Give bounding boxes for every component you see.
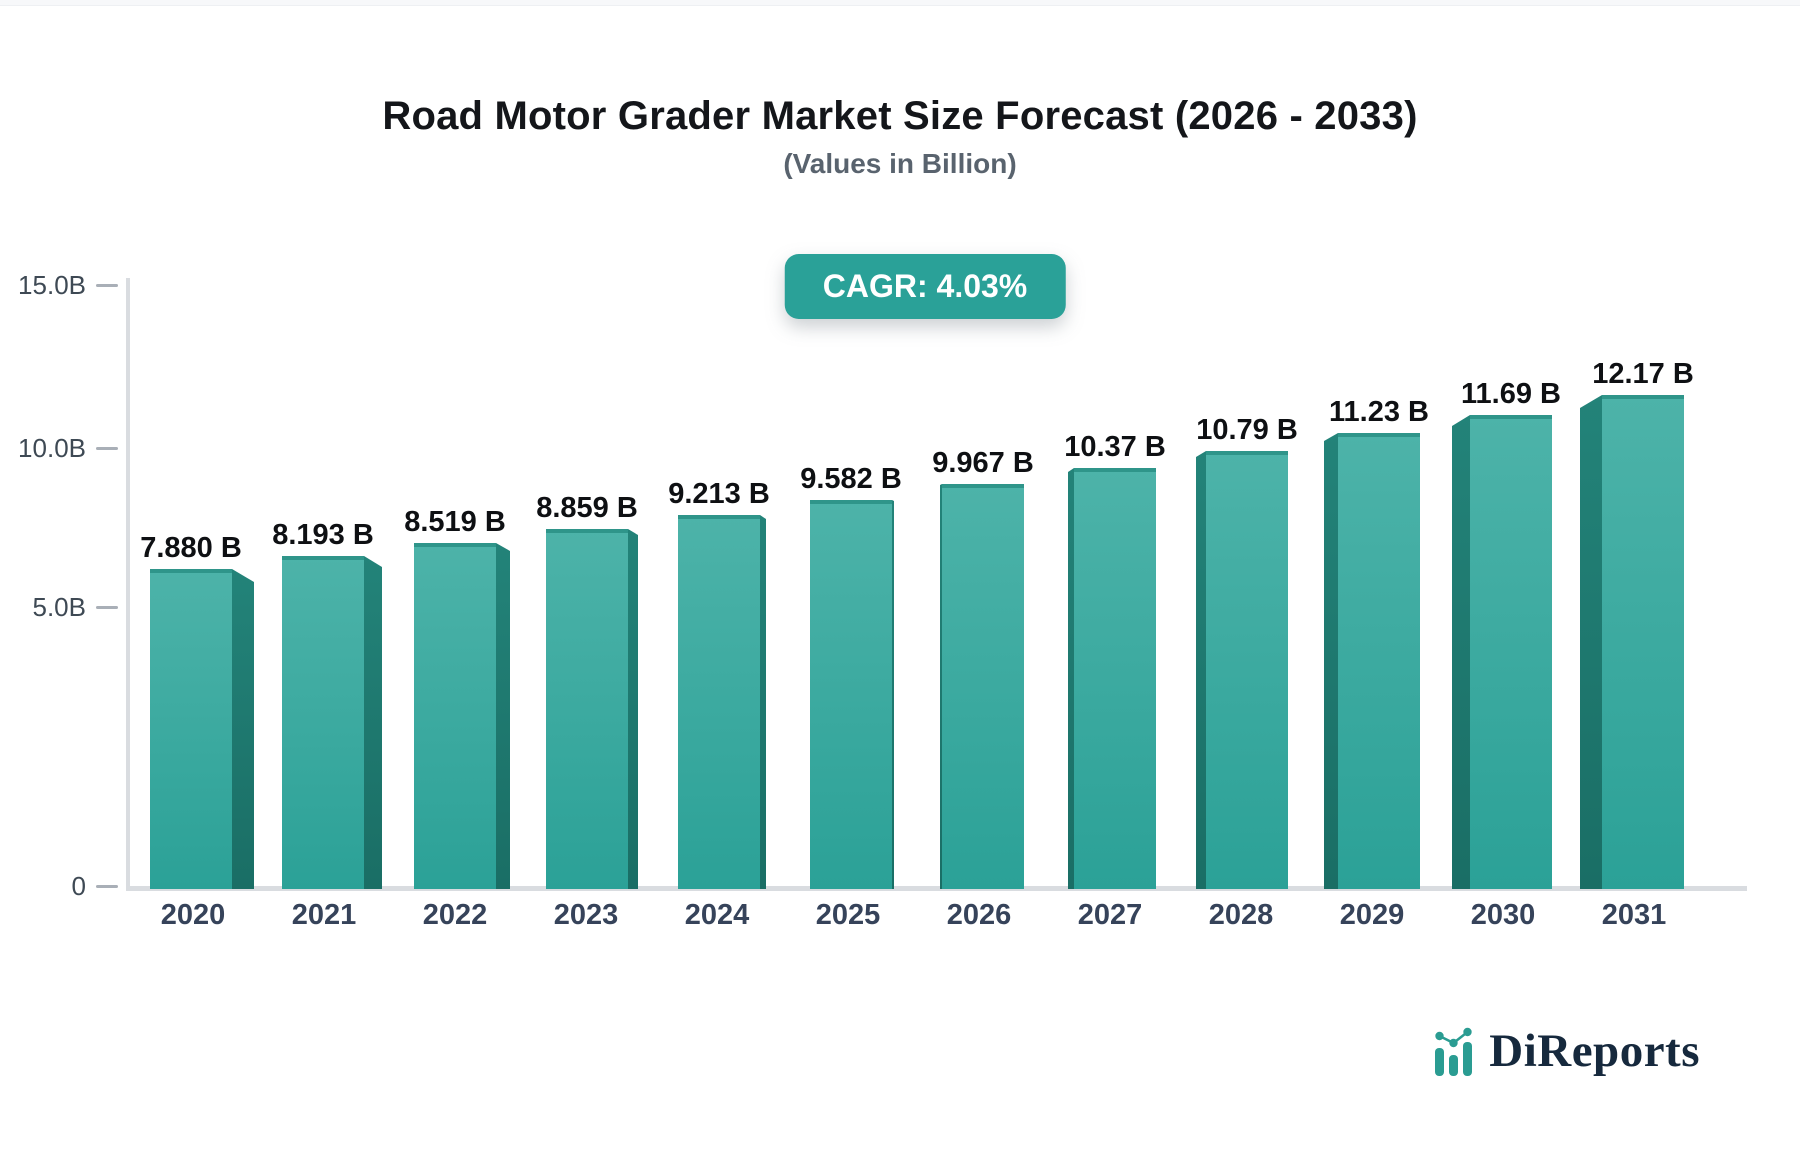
x-axis-label-2026: 2026 (947, 899, 1012, 931)
bar-side-face (496, 543, 510, 889)
bar-2021: 8.193 B (272, 519, 382, 889)
bar-2020: 7.880 B (140, 532, 254, 889)
bar-top-edge (810, 500, 892, 504)
bar-front-face (1470, 415, 1552, 889)
bar-front-face (1074, 468, 1156, 889)
bar-top-edge (1470, 415, 1552, 419)
brand-name: DiReports (1489, 1024, 1700, 1077)
y-tick-mark (96, 606, 118, 609)
y-tick-label: 10.0B (18, 433, 86, 463)
bar-value-label: 9.582 B (800, 463, 902, 495)
bar-front-face (1338, 433, 1420, 889)
y-tick-mark (96, 885, 118, 888)
y-tick-label: 15.0B (18, 270, 86, 300)
bar-top-edge (942, 484, 1024, 488)
bar-2030: 11.69 B (1452, 378, 1561, 889)
bar-front-face (1206, 451, 1288, 889)
bar-front-face (546, 529, 628, 889)
bar-2027: 10.37 B (1064, 431, 1166, 889)
bar-value-label: 8.859 B (536, 492, 638, 524)
bar-top-edge (1602, 395, 1684, 399)
x-axis-label-2024: 2024 (685, 899, 750, 931)
x-axis-label-2031: 2031 (1602, 899, 1667, 931)
x-axis-label-2020: 2020 (161, 899, 226, 931)
bar-2025: 9.582 B (800, 463, 902, 889)
bar-side-face (232, 569, 254, 889)
bar-side-face (1324, 433, 1338, 889)
bar-value-label: 8.193 B (272, 519, 374, 551)
bar-top-edge (1074, 468, 1156, 472)
y-tick-label: 0 (72, 871, 86, 901)
bar-value-label: 11.23 B (1329, 396, 1429, 428)
bar-top-edge (1206, 451, 1288, 455)
bar-2031: 12.17 B (1580, 358, 1694, 889)
bar-value-label: 8.519 B (404, 506, 506, 538)
bar-top-edge (150, 569, 232, 573)
chart-title: Road Motor Grader Market Size Forecast (… (382, 94, 1418, 138)
bar-value-label: 10.37 B (1064, 431, 1166, 463)
bar-value-label: 7.880 B (140, 532, 242, 564)
bar-top-edge (678, 515, 760, 519)
bar-side-face (940, 484, 942, 889)
bar-value-label: 9.967 B (932, 447, 1034, 479)
x-axis-label-2021: 2021 (292, 899, 357, 931)
bar-2022: 8.519 B (404, 506, 510, 889)
bar-chart-icon (1435, 1027, 1473, 1076)
bar-top-edge (546, 529, 628, 533)
bar-front-face (942, 484, 1024, 889)
y-tick-mark (96, 447, 118, 450)
bar-2029: 11.23 B (1324, 396, 1429, 889)
bar-front-face (150, 569, 232, 889)
y-axis-line (126, 278, 130, 891)
bar-side-face (1580, 395, 1602, 889)
x-axis-label-2028: 2028 (1209, 899, 1274, 931)
bar-side-face (1452, 415, 1470, 889)
bar-side-face (1068, 468, 1074, 889)
x-axis-label-2027: 2027 (1078, 899, 1143, 931)
bar-2028: 10.79 B (1196, 414, 1298, 889)
bar-side-face (628, 529, 638, 889)
y-tick-mark (96, 284, 118, 287)
bar-side-face (1196, 451, 1206, 889)
brand-logo: DiReports (1434, 1026, 1700, 1076)
bar-front-face (1602, 395, 1684, 889)
bar-value-label: 9.213 B (668, 478, 770, 510)
x-axis-label-2029: 2029 (1340, 899, 1405, 931)
bar-top-edge (282, 556, 364, 560)
bar-value-label: 10.79 B (1196, 414, 1298, 446)
bar-front-face (282, 556, 364, 889)
cagr-badge: CAGR: 4.03% (784, 254, 1066, 319)
bar-front-face (810, 500, 892, 889)
bar-value-label: 12.17 B (1592, 358, 1694, 390)
bar-side-face (364, 556, 382, 889)
bar-side-face (760, 515, 766, 889)
bar-value-label: 11.69 B (1461, 378, 1561, 410)
x-axis-label-2030: 2030 (1471, 899, 1536, 931)
bar-side-face (892, 500, 894, 889)
chart-subtitle: (Values in Billion) (783, 148, 1017, 179)
x-axis-label-2022: 2022 (423, 899, 488, 931)
x-axis-line (126, 886, 1747, 891)
bar-2023: 8.859 B (536, 492, 638, 889)
bar-top-edge (414, 543, 496, 547)
x-axis-label-2023: 2023 (554, 899, 619, 931)
page-top-border (0, 0, 1800, 6)
bar-front-face (678, 515, 760, 889)
bar-2026: 9.967 B (932, 447, 1034, 889)
x-axis-label-2025: 2025 (816, 899, 881, 931)
bar-front-face (414, 543, 496, 889)
y-tick-label: 5.0B (33, 592, 87, 622)
bar-2024: 9.213 B (668, 478, 770, 889)
bar-top-edge (1338, 433, 1420, 437)
